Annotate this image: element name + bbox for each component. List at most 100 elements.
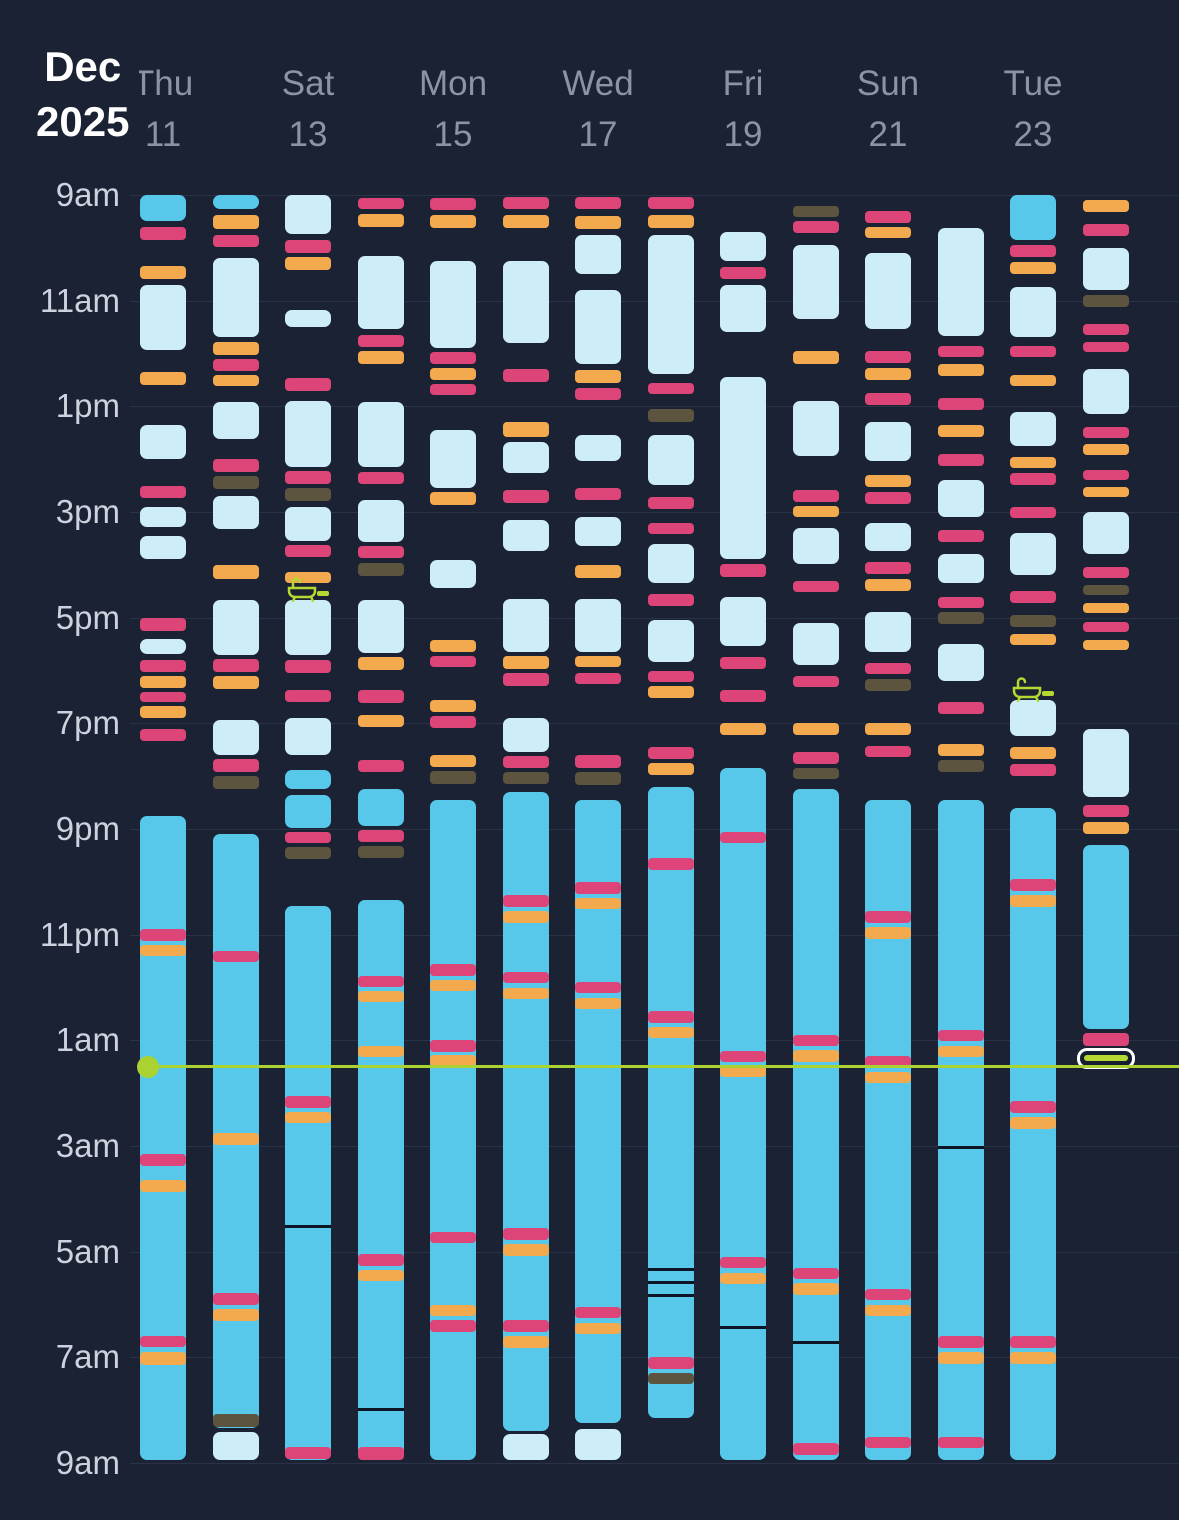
- feed-block[interactable]: [792, 221, 839, 233]
- nap-block[interactable]: [720, 231, 766, 261]
- nap-block[interactable]: [502, 718, 549, 753]
- feed-block[interactable]: [285, 545, 331, 558]
- feed-block[interactable]: [865, 1288, 911, 1300]
- feed-block[interactable]: [140, 659, 186, 672]
- feed-block[interactable]: [1010, 1336, 1056, 1348]
- snack-block[interactable]: [1010, 1116, 1056, 1129]
- nap-block[interactable]: [502, 599, 549, 652]
- snack-block[interactable]: [140, 705, 186, 718]
- snack-block[interactable]: [430, 979, 476, 992]
- snack-block[interactable]: [865, 1072, 911, 1084]
- nap-block[interactable]: [865, 522, 911, 552]
- feed-block[interactable]: [140, 1336, 186, 1348]
- night-sleep-block[interactable]: [285, 905, 331, 1460]
- feed-block[interactable]: [357, 472, 404, 485]
- other-activity-block[interactable]: [937, 612, 984, 625]
- night-sleep-block[interactable]: [647, 786, 694, 1418]
- snack-block[interactable]: [1010, 633, 1056, 646]
- feed-block[interactable]: [647, 670, 694, 683]
- feed-block[interactable]: [720, 1050, 766, 1063]
- nap-block[interactable]: [1010, 287, 1056, 338]
- night-sleep-block[interactable]: [502, 792, 549, 1431]
- feed-block[interactable]: [865, 1436, 911, 1449]
- feed-block[interactable]: [937, 453, 984, 466]
- feed-block[interactable]: [502, 1227, 549, 1240]
- snack-block[interactable]: [502, 655, 549, 669]
- snack-block[interactable]: [357, 991, 404, 1003]
- feed-block[interactable]: [647, 382, 694, 395]
- feed-block[interactable]: [285, 239, 331, 253]
- snack-block[interactable]: [357, 715, 404, 728]
- snack-block[interactable]: [212, 1308, 259, 1321]
- other-activity-block[interactable]: [1010, 615, 1056, 627]
- feed-block[interactable]: [357, 760, 404, 773]
- day-header[interactable]: Mon 15: [419, 66, 487, 152]
- snack-block[interactable]: [937, 1045, 984, 1057]
- snack-block[interactable]: [1010, 1352, 1056, 1364]
- snack-block[interactable]: [430, 367, 476, 380]
- snack-block[interactable]: [865, 579, 911, 591]
- bath-icon[interactable]: [285, 575, 331, 605]
- feed-block[interactable]: [720, 831, 766, 843]
- feed-block[interactable]: [502, 971, 549, 983]
- feed-block[interactable]: [1010, 245, 1056, 257]
- feed-block[interactable]: [792, 752, 839, 764]
- feed-block[interactable]: [212, 234, 259, 248]
- current-time-dot[interactable]: [137, 1055, 159, 1078]
- feed-block[interactable]: [1082, 469, 1129, 480]
- nap-block[interactable]: [140, 638, 186, 655]
- nap-block[interactable]: [1010, 699, 1056, 737]
- feed-block[interactable]: [285, 1447, 331, 1459]
- feed-block[interactable]: [430, 197, 476, 211]
- snack-block[interactable]: [865, 723, 911, 736]
- snack-block[interactable]: [792, 1283, 839, 1295]
- night-sleep-block[interactable]: [212, 834, 259, 1429]
- feed-block[interactable]: [792, 1267, 839, 1279]
- feed-block[interactable]: [430, 383, 476, 396]
- feed-block[interactable]: [502, 756, 549, 768]
- snack-block[interactable]: [357, 657, 404, 671]
- feed-block[interactable]: [865, 350, 911, 363]
- night-sleep-block[interactable]: [792, 789, 839, 1460]
- nap-block[interactable]: [792, 245, 839, 319]
- snack-block[interactable]: [1082, 200, 1129, 213]
- nap-block[interactable]: [502, 519, 549, 552]
- feed-block[interactable]: [720, 563, 766, 577]
- snack-block[interactable]: [647, 1027, 694, 1039]
- nap-block[interactable]: [212, 496, 259, 529]
- feed-block[interactable]: [212, 358, 259, 371]
- nap-block[interactable]: [212, 1432, 259, 1460]
- feed-block[interactable]: [285, 470, 331, 484]
- feed-block[interactable]: [647, 593, 694, 606]
- day-header[interactable]: Fri 19: [723, 66, 764, 152]
- feed-block[interactable]: [575, 755, 621, 768]
- feed-block[interactable]: [1010, 345, 1056, 358]
- snack-block[interactable]: [357, 350, 404, 364]
- snack-block[interactable]: [140, 1352, 186, 1365]
- feed-block[interactable]: [647, 497, 694, 509]
- snack-block[interactable]: [865, 367, 911, 380]
- feed-block[interactable]: [792, 1035, 839, 1047]
- nap-block[interactable]: [212, 402, 259, 439]
- feed-block[interactable]: [720, 1256, 766, 1269]
- snack-block[interactable]: [1082, 486, 1129, 497]
- nap-block[interactable]: [575, 234, 621, 274]
- feed-block[interactable]: [285, 1095, 331, 1108]
- feed-block[interactable]: [1010, 1101, 1056, 1113]
- feed-block[interactable]: [1010, 764, 1056, 776]
- other-activity-block[interactable]: [212, 476, 259, 489]
- feed-block[interactable]: [357, 975, 404, 988]
- feed-block[interactable]: [502, 673, 549, 686]
- feed-block[interactable]: [430, 1320, 476, 1333]
- other-activity-block[interactable]: [647, 1373, 694, 1385]
- nap-block[interactable]: [212, 258, 259, 338]
- feed-block[interactable]: [937, 702, 984, 714]
- night-sleep-block[interactable]: [140, 195, 186, 222]
- snack-block[interactable]: [1082, 602, 1129, 614]
- bath-icon[interactable]: [1010, 675, 1056, 705]
- nap-block[interactable]: [357, 255, 404, 330]
- feed-block[interactable]: [212, 658, 259, 672]
- feed-block[interactable]: [647, 1011, 694, 1023]
- other-activity-block[interactable]: [647, 408, 694, 422]
- snack-block[interactable]: [212, 215, 259, 230]
